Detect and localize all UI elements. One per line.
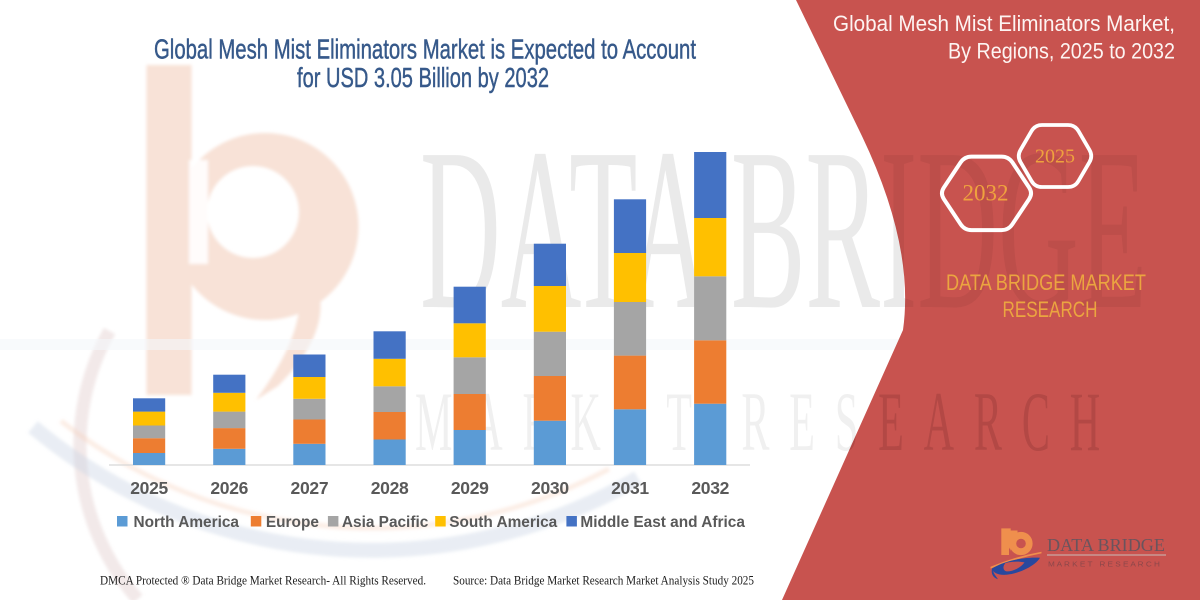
svg-text:M A R K E T R E S E A R C H: M A R K E T R E S E A R C H xyxy=(1048,560,1160,569)
svg-text:Source: Data Bridge Market Res: Source: Data Bridge Market Research Mark… xyxy=(453,574,754,588)
svg-text:Global Mesh Mist Eliminators M: Global Mesh Mist Eliminators Market is E… xyxy=(154,34,696,65)
svg-text:Europe: Europe xyxy=(266,514,319,531)
svg-text:for USD 3.05 Billion by 2032: for USD 3.05 Billion by 2032 xyxy=(297,62,549,93)
svg-text:South America: South America xyxy=(449,514,557,531)
svg-text:Middle East and Africa: Middle East and Africa xyxy=(580,514,745,531)
svg-text:2025: 2025 xyxy=(1035,146,1075,168)
svg-text:Asia Pacific: Asia Pacific xyxy=(342,514,429,531)
svg-text:DMCA Protected ® Data Bridge M: DMCA Protected ® Data Bridge Market Rese… xyxy=(100,574,426,588)
svg-text:North America: North America xyxy=(134,514,240,531)
svg-text:2032: 2032 xyxy=(963,181,1009,206)
svg-text:DATA BRIDGE MARKET: DATA BRIDGE MARKET xyxy=(946,270,1146,295)
svg-text:2031: 2031 xyxy=(611,478,649,498)
svg-text:2028: 2028 xyxy=(371,478,409,498)
svg-text:2027: 2027 xyxy=(291,478,329,498)
svg-text:2029: 2029 xyxy=(451,478,489,498)
svg-text:Global Mesh Mist Eliminators M: Global Mesh Mist Eliminators Market, xyxy=(833,11,1175,36)
svg-text:2032: 2032 xyxy=(691,478,729,498)
svg-text:2025: 2025 xyxy=(130,478,168,498)
svg-text:DATA BRIDGE: DATA BRIDGE xyxy=(1047,535,1165,555)
svg-text:2030: 2030 xyxy=(531,478,569,498)
svg-text:By Regions, 2025 to 2032: By Regions, 2025 to 2032 xyxy=(948,39,1175,64)
svg-text:RESEARCH: RESEARCH xyxy=(1003,297,1098,322)
svg-text:2026: 2026 xyxy=(210,478,248,498)
